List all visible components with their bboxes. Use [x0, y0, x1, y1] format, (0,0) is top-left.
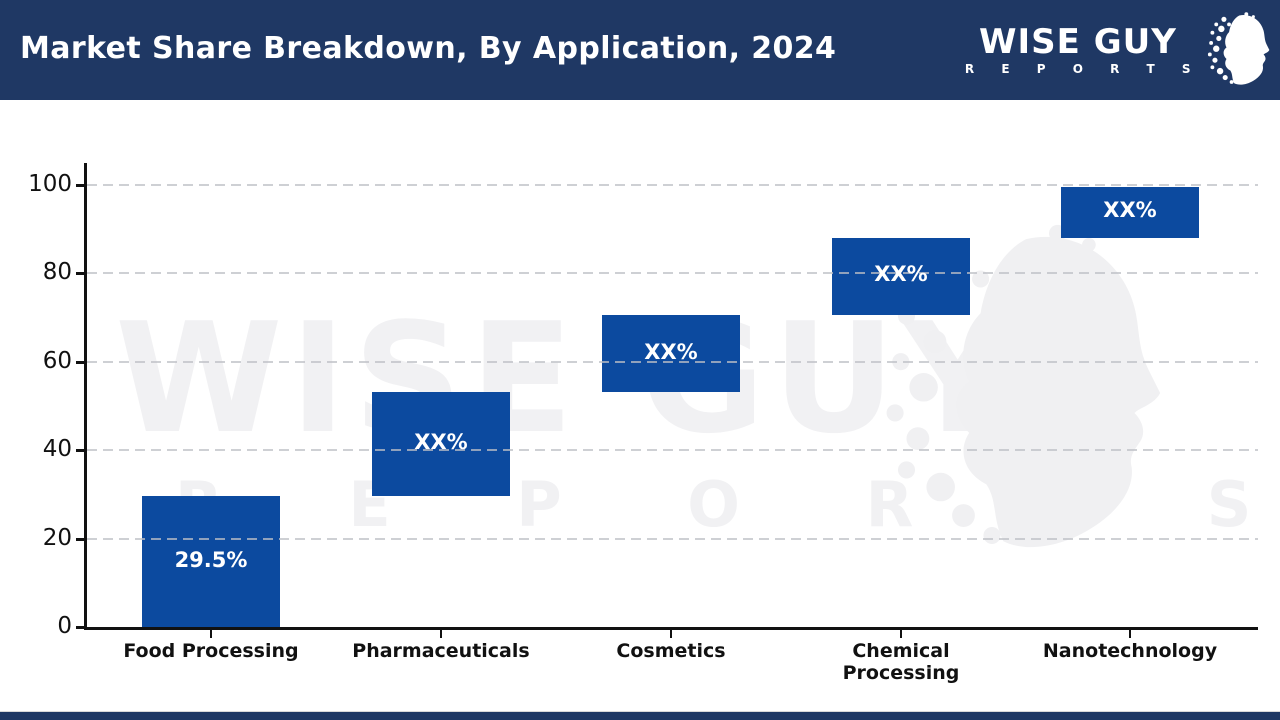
- bar-value-label: XX%: [644, 339, 698, 364]
- footer-band: [0, 711, 1280, 720]
- bar-segment-food-processing: [142, 496, 280, 627]
- logo-wordmark: WISE GUY: [979, 21, 1177, 62]
- page-title: Market Share Breakdown, By Application, …: [20, 31, 837, 67]
- x-tick-mark: [670, 630, 672, 638]
- bar-segment-cosmetics: [602, 315, 740, 393]
- gridline: [87, 272, 1258, 274]
- header-band: Market Share Breakdown, By Application, …: [0, 0, 1280, 100]
- x-tick-mark: [1129, 630, 1131, 638]
- wiseguy-logo-text: WISE GUY R E P O R T S: [954, 25, 1202, 76]
- y-tick-mark: [76, 183, 84, 187]
- x-tick-label-chemical-processing: Chemical Processing: [842, 640, 960, 684]
- y-tick-label: 20: [42, 524, 72, 551]
- y-axis-line: [84, 163, 87, 630]
- bar-value-label: XX%: [1103, 198, 1157, 223]
- y-tick-label: 100: [28, 170, 72, 197]
- wiseguy-logo: WISE GUY R E P O R T S: [954, 9, 1270, 91]
- y-tick-mark: [76, 626, 84, 629]
- x-axis-line: [84, 627, 1258, 630]
- bar-value-label: XX%: [874, 262, 928, 287]
- bar-value-label: 29.5%: [174, 547, 248, 572]
- y-tick-label: 80: [42, 259, 72, 285]
- bar-value-label: XX%: [414, 430, 468, 455]
- bar-segment-pharmaceuticals: [372, 392, 510, 497]
- plot-area: WISE GUY R E P O R T S 29.5% XX% XX% XX% XX%…: [0, 100, 1280, 711]
- gridline: [87, 537, 1258, 540]
- watermark-subtitle: R E P O R T S: [175, 468, 1280, 541]
- x-tick-mark: [210, 630, 212, 638]
- gridline: [87, 360, 1258, 363]
- x-tick-label-cosmetics: Cosmetics: [616, 640, 726, 662]
- logo-subtitle: R E P O R T S: [964, 61, 1202, 76]
- x-tick-label-food-processing: Food Processing: [123, 640, 299, 662]
- y-tick-label: 0: [57, 613, 72, 639]
- face-profile-icon: [1206, 11, 1270, 89]
- watermark-wordmark: WISE GUY: [115, 290, 1020, 467]
- y-tick-mark: [76, 537, 84, 541]
- y-tick-label: 40: [42, 436, 72, 462]
- y-tick-mark: [76, 272, 84, 275]
- y-tick-mark: [76, 360, 84, 364]
- x-tick-label-pharmaceuticals: Pharmaceuticals: [352, 640, 530, 662]
- x-tick-label-nanotechnology: Nanotechnology: [1042, 640, 1218, 662]
- x-tick-mark: [900, 630, 902, 638]
- gridline: [87, 183, 1258, 186]
- y-tick-mark: [76, 449, 84, 452]
- y-tick-label: 60: [42, 347, 72, 374]
- gridline: [87, 449, 1258, 451]
- x-tick-mark: [440, 630, 442, 638]
